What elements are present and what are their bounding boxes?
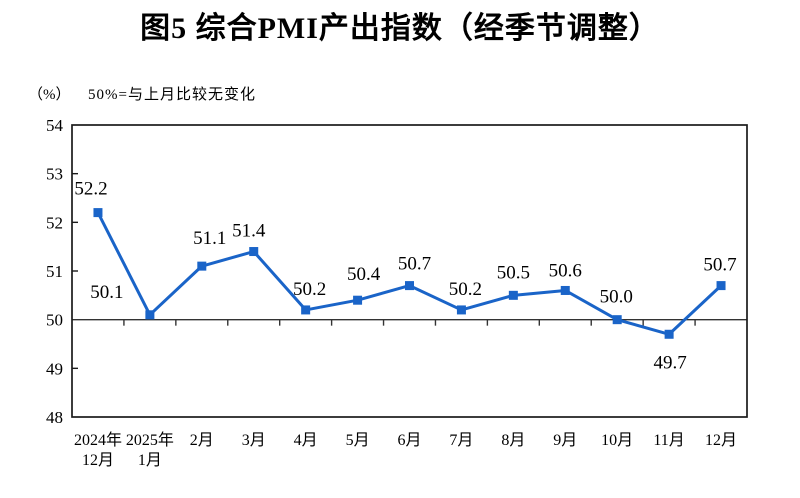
y-axis-tick-label: 52 xyxy=(46,213,63,232)
data-point-marker xyxy=(353,295,363,305)
x-axis-category-label: 8月 xyxy=(501,432,525,449)
y-axis-tick-label: 48 xyxy=(46,408,63,427)
x-axis-category-label: 6月 xyxy=(397,432,421,449)
data-point-marker xyxy=(145,310,155,320)
x-axis-category-label: 12月 xyxy=(705,432,737,449)
data-point-label: 50.7 xyxy=(703,255,736,276)
y-axis-tick-label: 51 xyxy=(46,262,63,281)
data-point-label: 52.2 xyxy=(74,179,107,200)
data-point-marker xyxy=(716,281,726,291)
data-point-label: 50.4 xyxy=(347,264,381,285)
data-point-marker xyxy=(612,315,622,325)
data-point-marker xyxy=(405,281,414,291)
data-point-label: 49.7 xyxy=(653,352,686,373)
data-point-marker xyxy=(560,285,570,295)
data-point-marker xyxy=(93,208,103,218)
y-axis-tick-label: 49 xyxy=(46,359,63,378)
chart-title: 图5 综合PMI产出指数（经季节调整） xyxy=(140,12,660,45)
y-axis-tick-label: 53 xyxy=(46,165,63,184)
y-axis-tick-label: 50 xyxy=(46,311,63,330)
data-point-marker xyxy=(508,290,518,300)
x-axis-category-label: 11月 xyxy=(653,432,684,449)
x-axis-category-label: 4月 xyxy=(294,432,318,449)
data-point-marker xyxy=(301,305,311,315)
y-axis-unit-label: （%） xyxy=(28,87,71,103)
data-point-label: 51.4 xyxy=(232,221,266,242)
x-axis-category-label: 9月 xyxy=(553,432,577,449)
data-point-label: 50.7 xyxy=(398,254,431,275)
data-point-marker xyxy=(249,247,259,257)
data-point-label: 50.5 xyxy=(497,262,530,283)
data-point-label: 50.6 xyxy=(549,260,582,281)
data-point-marker xyxy=(197,261,207,271)
x-axis-category-label: 3月 xyxy=(242,432,266,449)
x-axis-category-label: 2025年 1月 xyxy=(126,431,174,469)
data-point-marker xyxy=(664,329,674,339)
x-axis-category-label: 2月 xyxy=(190,432,214,449)
y-axis-tick-label: 54 xyxy=(46,116,64,135)
x-axis-category-label: 7月 xyxy=(449,432,473,449)
data-point-marker xyxy=(456,305,466,315)
x-axis-category-label: 10月 xyxy=(601,432,633,449)
data-point-label: 51.1 xyxy=(193,228,226,249)
data-point-label: 50.2 xyxy=(293,279,326,300)
data-point-label: 50.2 xyxy=(449,279,482,300)
x-axis-category-label: 5月 xyxy=(346,432,370,449)
data-point-label: 50.0 xyxy=(600,287,633,308)
x-axis-category-label: 2024年 12月 xyxy=(74,431,122,469)
reference-note-label: 50%=与上月比较无变化 xyxy=(88,87,256,103)
data-point-label: 50.1 xyxy=(90,282,123,303)
